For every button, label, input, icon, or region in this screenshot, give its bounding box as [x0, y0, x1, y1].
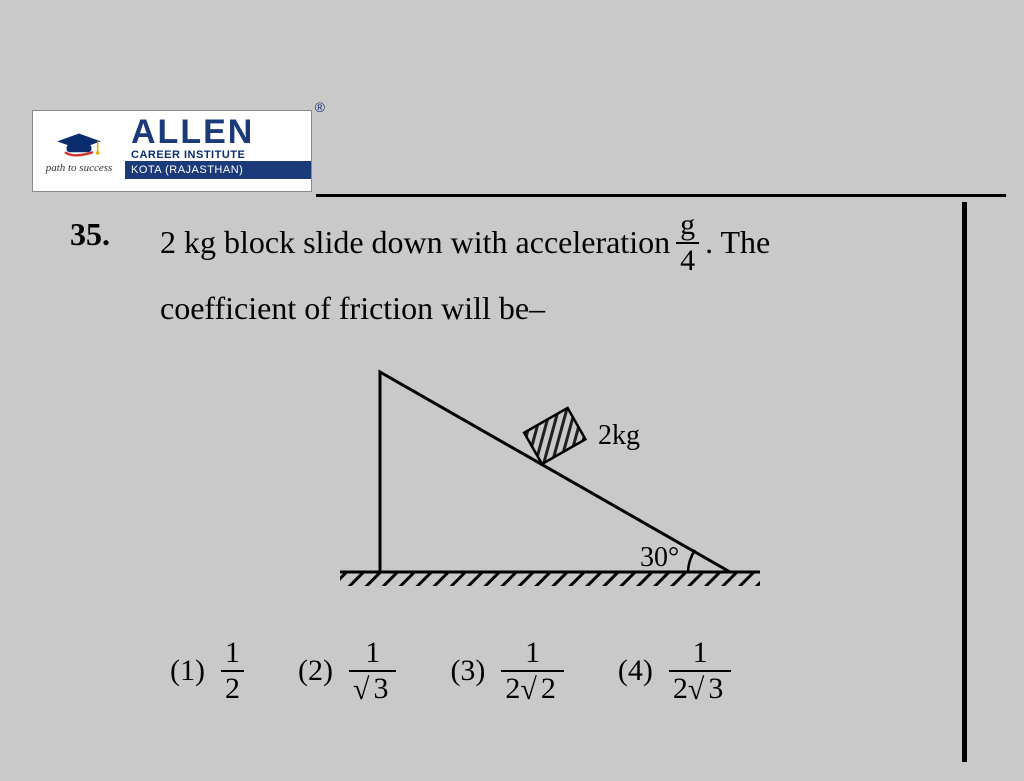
registered-mark: ®	[315, 99, 325, 115]
opt-frac: 1 23	[669, 638, 731, 704]
graduation-cap-icon	[53, 132, 105, 160]
question-line-1: 2 kg block slide down with acceleration …	[160, 210, 930, 276]
opt-label: (1)	[170, 654, 205, 688]
opt-num: 1	[221, 638, 244, 670]
opt-den: 22	[501, 670, 563, 704]
mass-label: 2kg	[598, 420, 640, 451]
brand-name: ALLEN	[125, 111, 311, 149]
brand-sub: CAREER INSTITUTE	[125, 149, 311, 161]
opt-num: 1	[689, 638, 712, 670]
brand-location: KOTA (RAJASTHAN)	[125, 161, 311, 179]
opt-label: (4)	[618, 654, 653, 688]
question-line-2: coefficient of friction will be–	[160, 284, 930, 332]
logo-left: path to success	[33, 111, 125, 191]
angle-label: 30°	[640, 542, 679, 573]
header-rule	[316, 194, 1006, 197]
q-text-b: . The	[705, 218, 770, 268]
opt-frac: 1 2	[221, 638, 244, 704]
opt-label: (3)	[450, 654, 485, 688]
opt-frac: 1 3	[349, 638, 396, 704]
option-3: (3) 1 22	[450, 638, 569, 704]
opt-den: 2	[221, 670, 244, 704]
option-4: (4) 1 23	[618, 638, 737, 704]
option-1: (1) 1 2	[170, 638, 250, 704]
opt-label: (2)	[298, 654, 333, 688]
question-number: 35.	[70, 216, 110, 253]
incline-diagram: 30° 2kg	[310, 352, 780, 612]
opt-num: 1	[361, 638, 384, 670]
option-2: (2) 1 3	[298, 638, 402, 704]
q-text-a: 2 kg block slide down with acceleration	[160, 218, 670, 268]
question-block: 35. 2 kg block slide down with accelerat…	[70, 210, 970, 704]
logo-right: ALLEN ® CAREER INSTITUTE KOTA (RAJASTHAN…	[125, 111, 311, 191]
opt-frac: 1 22	[501, 638, 563, 704]
accel-num: g	[676, 210, 699, 242]
options-row: (1) 1 2 (2) 1 3 (3) 1 22	[170, 638, 930, 704]
acceleration-fraction: g 4	[676, 210, 699, 276]
opt-den: 3	[349, 670, 396, 704]
question-column: 2 kg block slide down with acceleration …	[160, 210, 930, 704]
opt-den: 23	[669, 670, 731, 704]
accel-den: 4	[676, 242, 699, 276]
tagline: path to success	[46, 162, 113, 174]
opt-num: 1	[521, 638, 544, 670]
brand-logo: path to success ALLEN ® CAREER INSTITUTE…	[32, 110, 312, 192]
